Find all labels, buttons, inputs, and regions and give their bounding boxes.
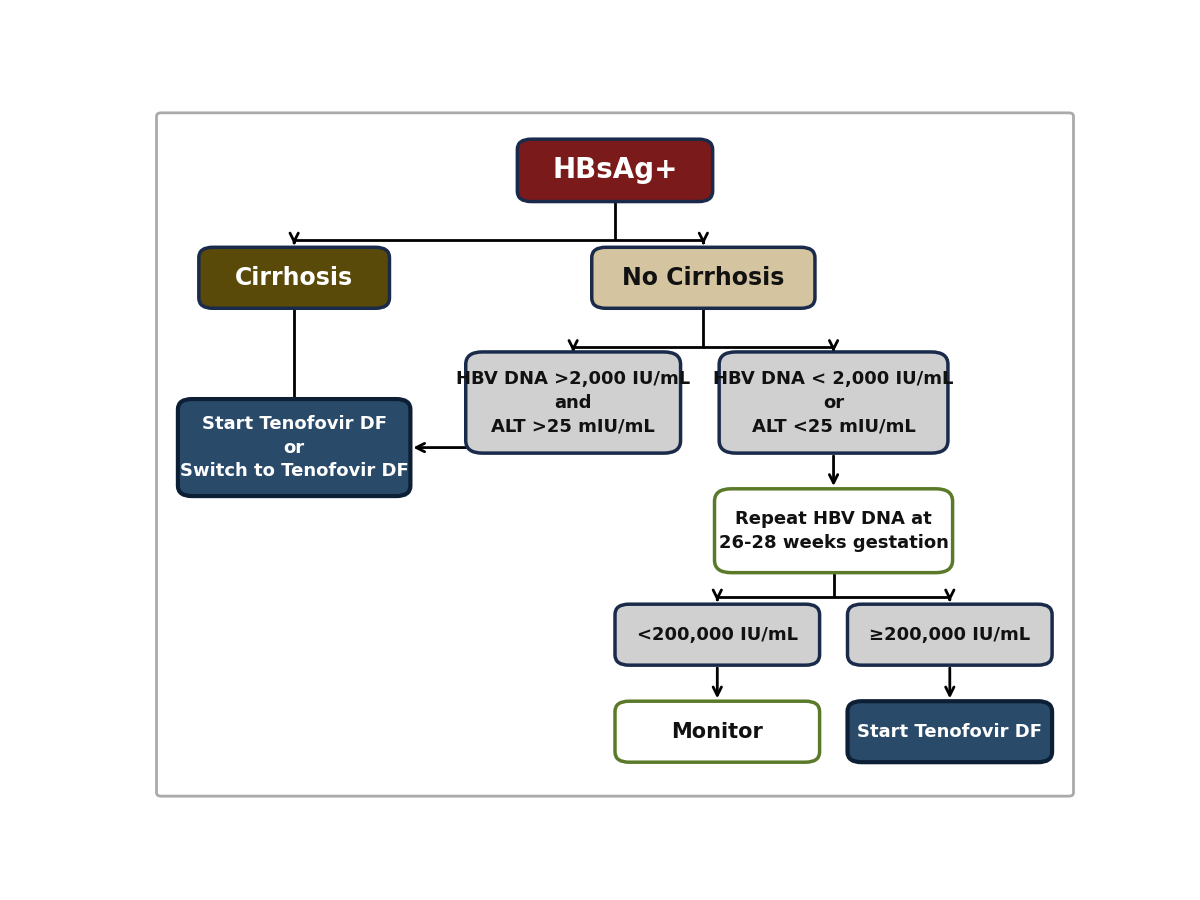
Text: No Cirrhosis: No Cirrhosis — [622, 266, 785, 290]
FancyBboxPatch shape — [847, 604, 1052, 665]
FancyBboxPatch shape — [616, 701, 820, 762]
FancyBboxPatch shape — [178, 399, 410, 496]
FancyBboxPatch shape — [199, 248, 390, 309]
Text: Start Tenofovir DF: Start Tenofovir DF — [857, 723, 1043, 741]
Text: Start Tenofovir DF
or
Switch to Tenofovir DF: Start Tenofovir DF or Switch to Tenofovi… — [180, 415, 408, 481]
Text: HBV DNA < 2,000 IU/mL
or
ALT <25 mIU/mL: HBV DNA < 2,000 IU/mL or ALT <25 mIU/mL — [713, 370, 954, 435]
FancyBboxPatch shape — [616, 604, 820, 665]
Text: <200,000 IU/mL: <200,000 IU/mL — [637, 626, 798, 644]
FancyBboxPatch shape — [847, 701, 1052, 762]
FancyBboxPatch shape — [517, 140, 713, 202]
Text: HBsAg+: HBsAg+ — [552, 157, 678, 184]
FancyBboxPatch shape — [719, 352, 948, 453]
FancyBboxPatch shape — [714, 489, 953, 572]
Text: ≥200,000 IU/mL: ≥200,000 IU/mL — [869, 626, 1031, 644]
Text: Cirrhosis: Cirrhosis — [235, 266, 353, 290]
FancyBboxPatch shape — [592, 248, 815, 309]
Text: HBV DNA >2,000 IU/mL
and
ALT >25 mIU/mL: HBV DNA >2,000 IU/mL and ALT >25 mIU/mL — [456, 370, 690, 435]
Text: Repeat HBV DNA at
26-28 weeks gestation: Repeat HBV DNA at 26-28 weeks gestation — [719, 510, 948, 552]
FancyBboxPatch shape — [466, 352, 680, 453]
Text: Monitor: Monitor — [671, 722, 763, 742]
